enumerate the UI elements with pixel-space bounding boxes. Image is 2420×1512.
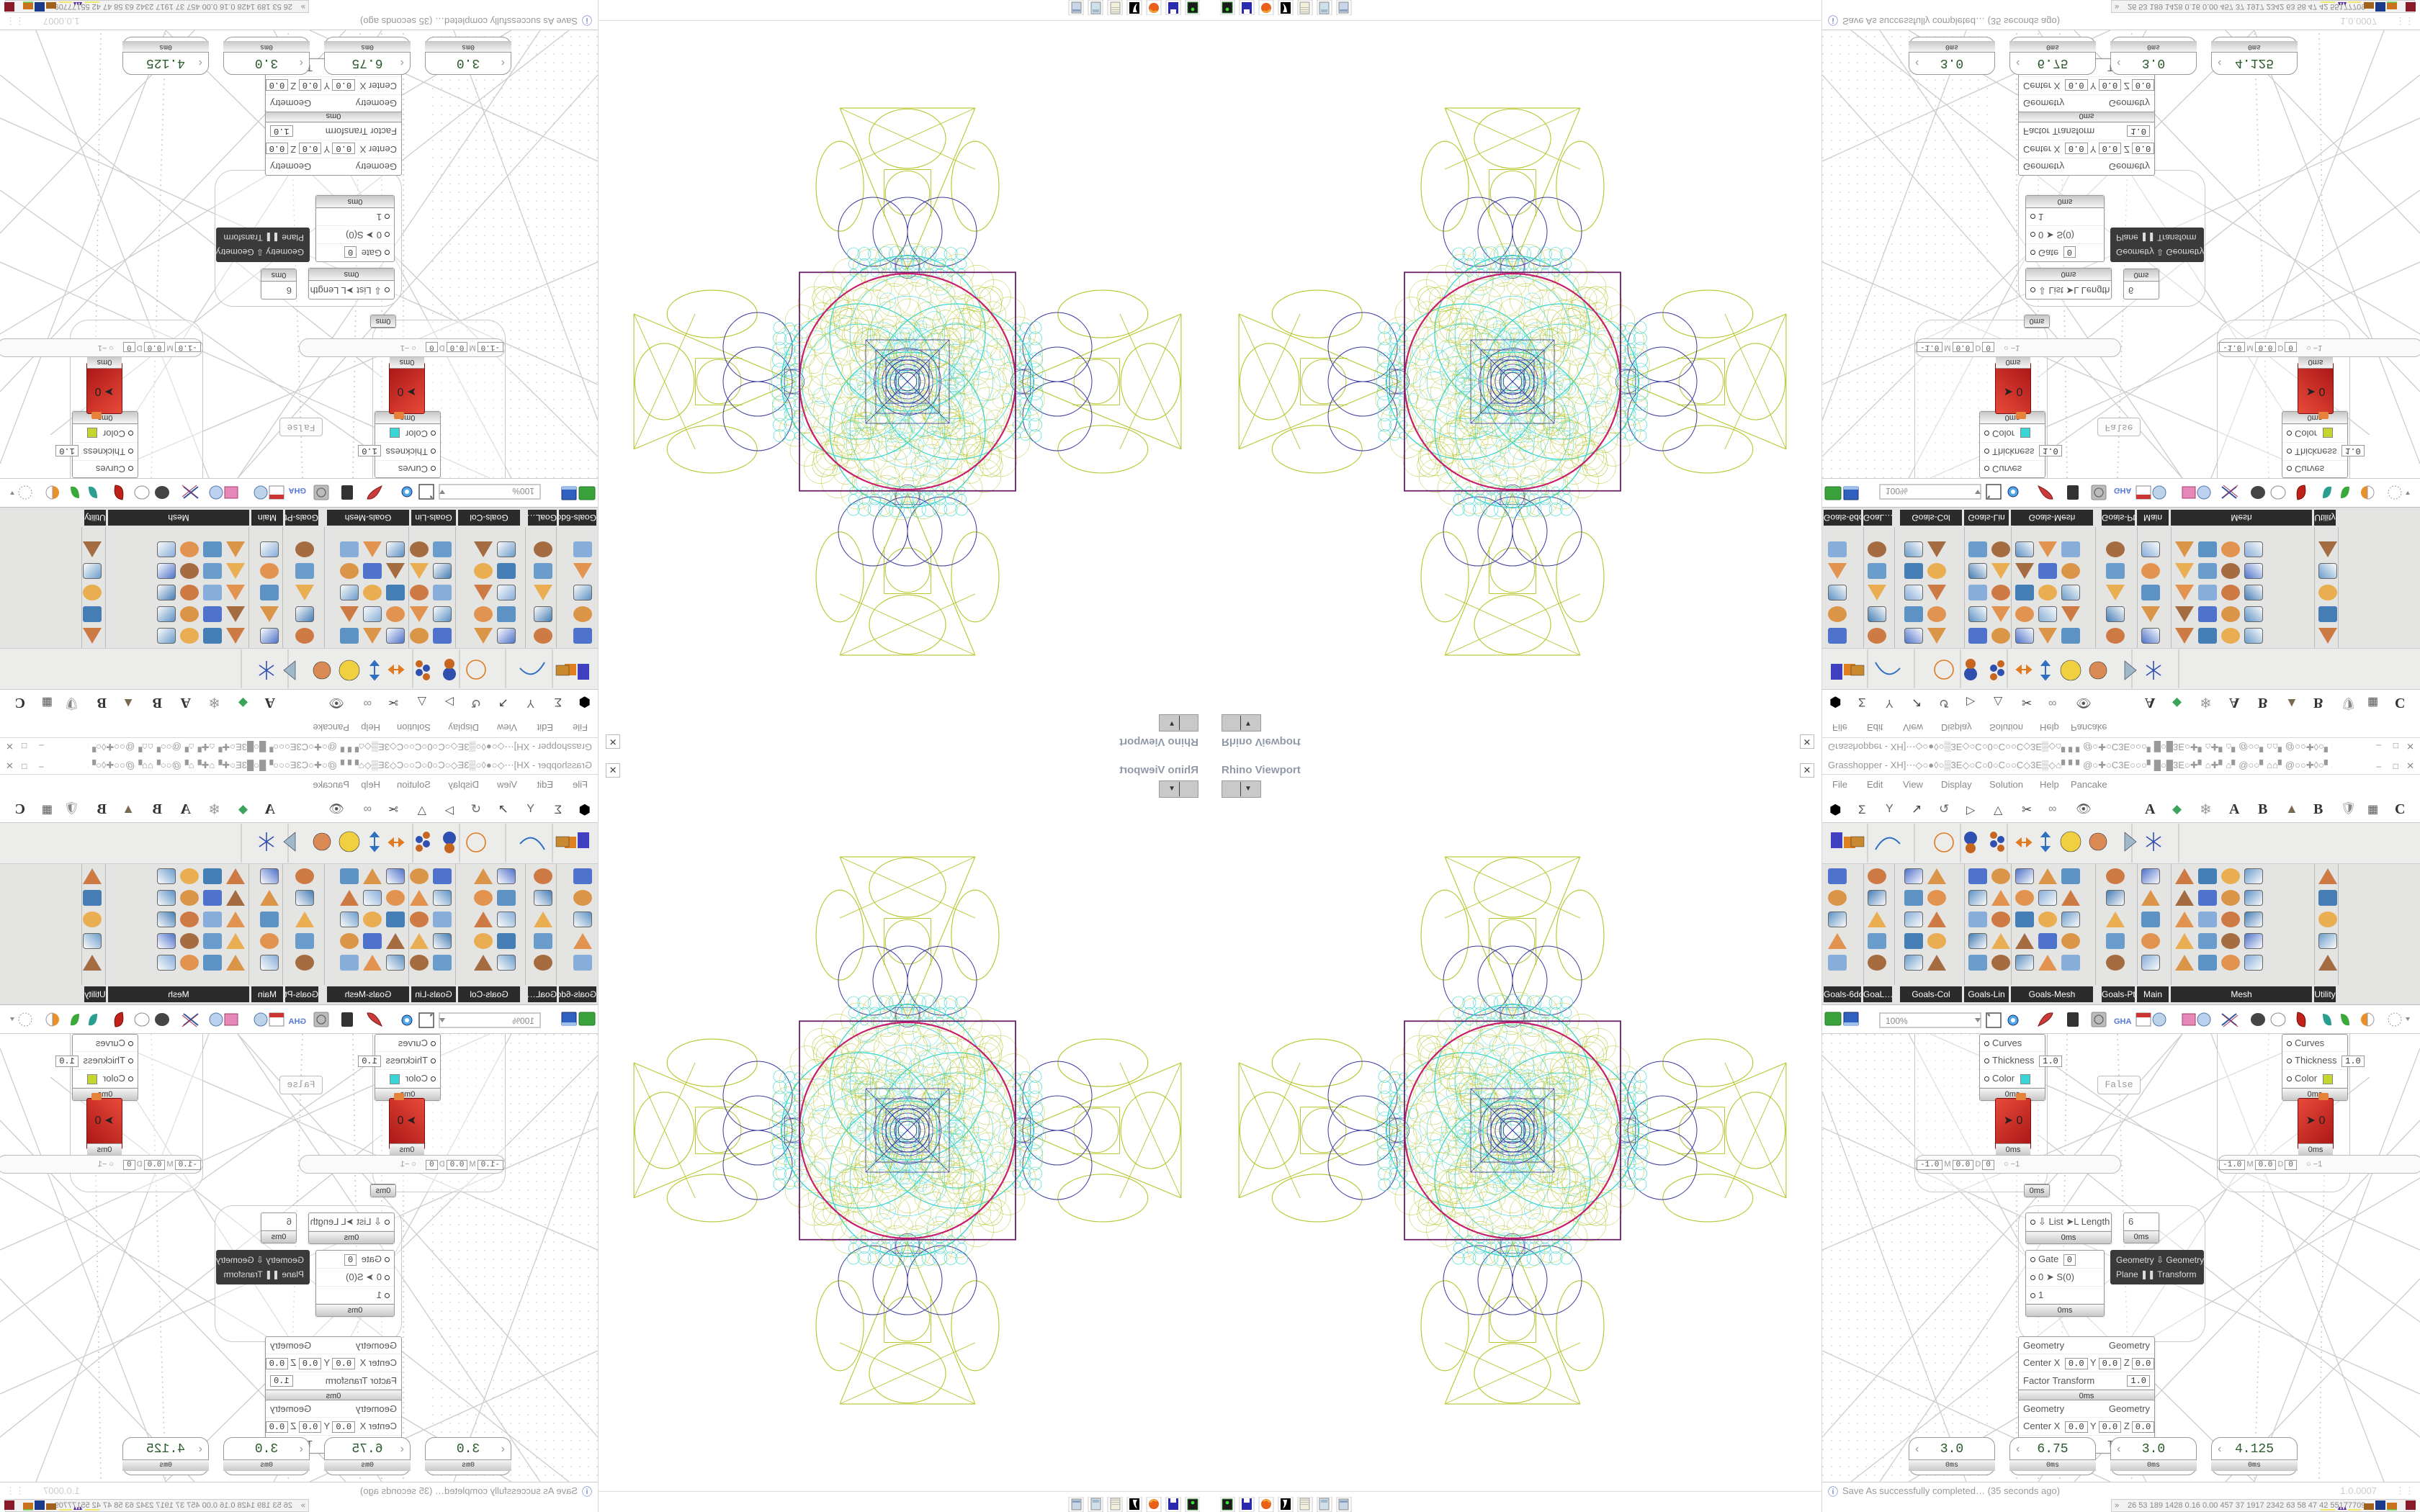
svg-text:100%: 100%: [512, 1016, 534, 1026]
svg-text:GHA: GHA: [2114, 1017, 2132, 1026]
svg-text:100%: 100%: [1886, 486, 1908, 496]
svg-text:GHA: GHA: [289, 486, 307, 495]
svg-text:GHA: GHA: [289, 1017, 307, 1026]
svg-text:100%: 100%: [1886, 1016, 1908, 1026]
svg-text:100%: 100%: [512, 486, 534, 496]
svg-text:GHA: GHA: [2114, 486, 2132, 495]
